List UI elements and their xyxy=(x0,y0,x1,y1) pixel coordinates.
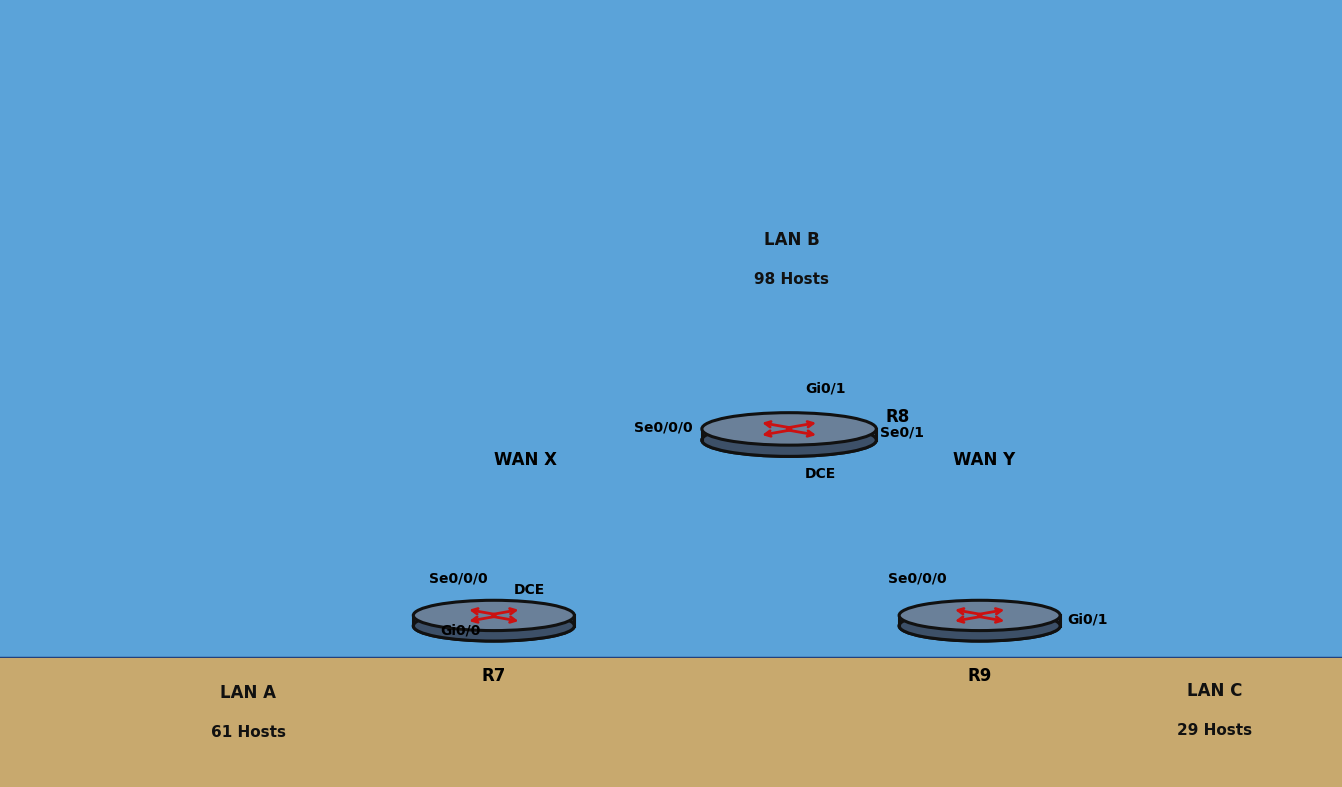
Text: R9 – Using Default Static Route w/ exit interface: R9 – Using Default Static Route w/ exit … xyxy=(24,519,370,533)
Text: LAN A: LAN A xyxy=(220,684,276,702)
Text: R7 – Using Default Static Route w/ exit interface: R7 – Using Default Static Route w/ exit … xyxy=(24,346,370,360)
Polygon shape xyxy=(0,595,1342,787)
Text: Gi0/1: Gi0/1 xyxy=(1067,612,1107,626)
Text: 98 Hosts: 98 Hosts xyxy=(754,272,829,287)
Ellipse shape xyxy=(1053,484,1342,752)
Text: Se0/1: Se0/1 xyxy=(880,426,925,440)
Ellipse shape xyxy=(702,424,876,456)
Text: WAN Y: WAN Y xyxy=(953,452,1015,469)
Ellipse shape xyxy=(413,611,574,641)
Ellipse shape xyxy=(54,480,443,756)
Polygon shape xyxy=(413,615,574,626)
Text: 4. Provide screenshot of routing table in R7, R8, and R9: 4. Provide screenshot of routing table i… xyxy=(24,634,405,648)
Text: R9: R9 xyxy=(968,667,992,685)
Polygon shape xyxy=(899,615,1060,626)
Text: 4. Assign IP Address in respective hosts in LAN A-C: 4. Assign IP Address in respective hosts… xyxy=(24,576,372,590)
FancyBboxPatch shape xyxy=(0,0,1342,597)
Text: 61 Hosts: 61 Hosts xyxy=(211,725,286,740)
Text: Se0/0/0: Se0/0/0 xyxy=(888,571,947,586)
Ellipse shape xyxy=(413,600,574,630)
Text: 29 Hosts: 29 Hosts xyxy=(1177,723,1252,738)
Ellipse shape xyxy=(702,412,876,445)
Text: Static Route Lab: Static Route Lab xyxy=(44,12,225,31)
Text: 3. Configure static route as indicated: 3. Configure static route as indicated xyxy=(24,289,278,303)
Ellipse shape xyxy=(899,611,1060,641)
Ellipse shape xyxy=(413,611,574,641)
Polygon shape xyxy=(702,429,876,440)
Text: R8 – Using Static Route w/ next-hop address (to LAN A): R8 – Using Static Route w/ next-hop addr… xyxy=(24,404,419,418)
Text: 1. Determine IP Block for each LAN and WAN from these subnets:: 1. Determine IP Block for each LAN and W… xyxy=(24,59,474,73)
FancyBboxPatch shape xyxy=(0,0,1342,657)
Text: LAN C: LAN C xyxy=(1186,682,1243,700)
Text: Se0/0/0: Se0/0/0 xyxy=(633,420,692,434)
Text: DCE: DCE xyxy=(514,582,545,597)
Text: Gi0/1: Gi0/1 xyxy=(805,382,845,396)
Text: LAN Subnets - 192.168.76-n.0/x: LAN Subnets - 192.168.76-n.0/x xyxy=(24,116,260,131)
Text: WAN X: WAN X xyxy=(494,452,557,469)
Text: R8: R8 xyxy=(886,408,910,426)
Text: WAN Subnets - 172.16.181+n.0/x: WAN Subnets - 172.16.181+n.0/x xyxy=(24,174,271,188)
FancyBboxPatch shape xyxy=(0,0,1342,657)
Text: 2. Configure hostname as indicated: 2. Configure hostname as indicated xyxy=(24,231,268,246)
Text: Gi0/0: Gi0/0 xyxy=(440,623,480,637)
Text: R7: R7 xyxy=(482,667,506,685)
Text: Se0/0/0: Se0/0/0 xyxy=(428,571,487,586)
Ellipse shape xyxy=(899,611,1060,641)
Text: LAN B: LAN B xyxy=(764,231,820,249)
Text: – Using Static Route w/ exit interface (to LAN C): – Using Static Route w/ exit interface (… xyxy=(24,461,391,475)
FancyBboxPatch shape xyxy=(0,0,1342,189)
Text: DCE: DCE xyxy=(805,467,836,481)
Ellipse shape xyxy=(637,28,946,303)
Ellipse shape xyxy=(899,600,1060,630)
Ellipse shape xyxy=(702,424,876,456)
